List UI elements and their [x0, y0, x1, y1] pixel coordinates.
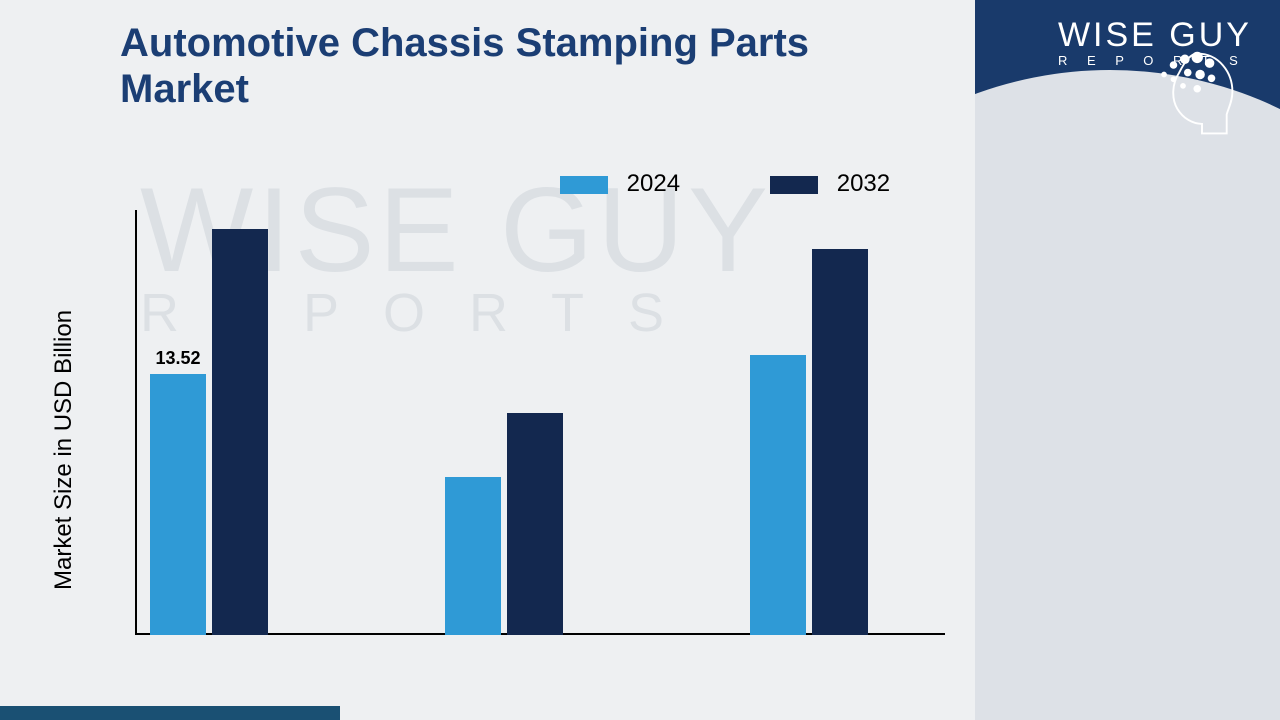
legend-label-2032: 2032 [837, 170, 890, 197]
bar [212, 229, 268, 635]
footer-accent-bar [0, 706, 340, 720]
brand-head-icon [1145, 46, 1240, 141]
bar [750, 355, 806, 635]
chart-title: Automotive Chassis Stamping Parts Market [120, 20, 880, 112]
legend: 2024 2032 [560, 170, 890, 198]
legend-item-2024: 2024 [560, 170, 680, 198]
y-axis-label: Market Size in USD Billion [50, 310, 78, 590]
bar [507, 413, 563, 635]
bar [812, 249, 868, 635]
bar: 13.52 [150, 374, 206, 635]
legend-label-2024: 2024 [627, 170, 680, 197]
y-axis-line [135, 210, 137, 635]
legend-swatch-2024 [560, 176, 608, 194]
brand-logo: WISE GUY R E P O R T S [1058, 18, 1252, 67]
bar [445, 477, 501, 635]
legend-swatch-2032 [770, 176, 818, 194]
legend-item-2032: 2032 [770, 170, 890, 198]
stage: WISE GUY R E P O R T S WISE GUY REPORTS … [0, 0, 1280, 720]
bar-chart: 13.52Body-In-WhiteSuspensionComponentsPo… [135, 210, 945, 635]
bar-value-label: 13.52 [138, 348, 218, 369]
